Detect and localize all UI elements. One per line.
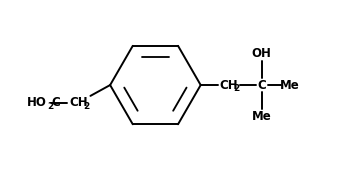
Text: 2: 2 <box>83 102 90 111</box>
Text: OH: OH <box>252 47 271 60</box>
Text: HO: HO <box>27 96 47 109</box>
Text: C: C <box>52 96 60 109</box>
Text: 2: 2 <box>233 84 239 93</box>
Text: CH: CH <box>219 79 238 92</box>
Text: CH: CH <box>69 96 88 109</box>
Text: Me: Me <box>279 79 299 92</box>
Text: Me: Me <box>252 110 271 123</box>
Text: 2: 2 <box>47 102 53 111</box>
Text: C: C <box>257 79 266 92</box>
